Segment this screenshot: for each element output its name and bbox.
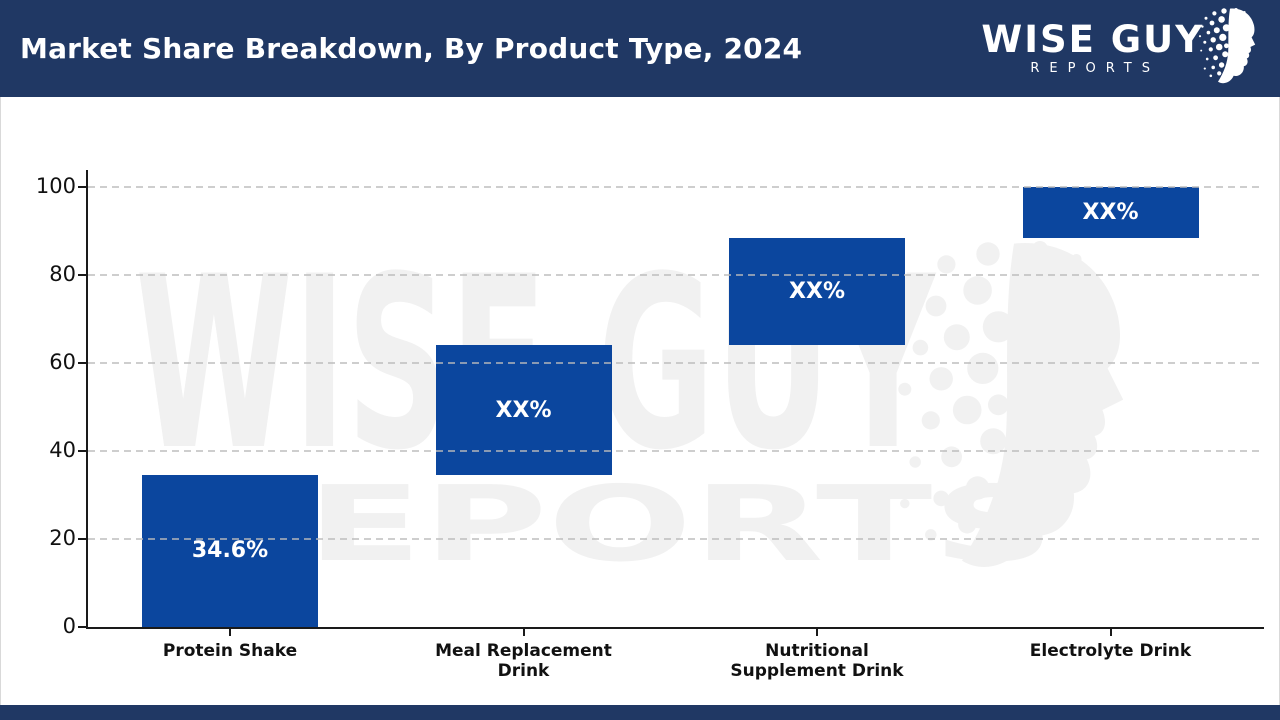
bar-value-label: XX% [789,279,845,305]
footer-bar [0,705,1280,720]
y-tick [78,274,86,276]
y-tick-label: 60 [49,350,76,374]
category-label: Meal Replacement Drink [435,641,612,682]
category-label: Electrolyte Drink [1029,641,1192,661]
bar-segment: 34.6% [142,474,318,627]
y-tick [78,186,86,188]
y-tick [78,450,86,452]
gridline [88,362,1262,364]
bar-value-label: XX% [1082,200,1139,226]
y-tick [78,362,86,364]
y-tick-label: 0 [62,614,76,638]
x-tick [522,629,525,636]
category-label: Protein Shake [162,641,298,661]
y-tick-label: 40 [49,438,76,462]
bar-segment: XX% [729,238,905,346]
gridline [88,450,1262,452]
y-tick [78,538,86,540]
gridline [88,538,1262,540]
header-bar: Market Share Breakdown, By Product Type,… [0,0,1280,97]
x-axis-spine [86,627,1264,629]
y-tick-label: 80 [49,262,76,286]
gridline [88,186,1262,188]
x-tick [816,629,818,636]
y-axis-spine [86,170,88,629]
bar-value-label: 34.6% [191,538,269,564]
bar-value-label: XX% [495,397,552,423]
brand-wordmark: WISE GUY REPORTS [981,17,1204,77]
brand-subtitle: REPORTS [1030,61,1160,77]
gridline [88,274,1262,276]
brand-logo: WISE GUY REPORTS [981,7,1280,89]
y-tick [78,626,86,628]
bar-segment: XX% [1022,187,1199,239]
brand-name: WISE GUY [981,17,1204,61]
y-tick-label: 20 [49,526,76,550]
page-title: Market Share Breakdown, By Product Type,… [20,32,803,65]
bar-segment: XX% [435,345,612,475]
y-tick-label: 100 [35,174,76,198]
category-label: Nutritional Supplement Drink [730,641,904,682]
x-tick [229,629,231,636]
x-tick [1109,629,1112,636]
